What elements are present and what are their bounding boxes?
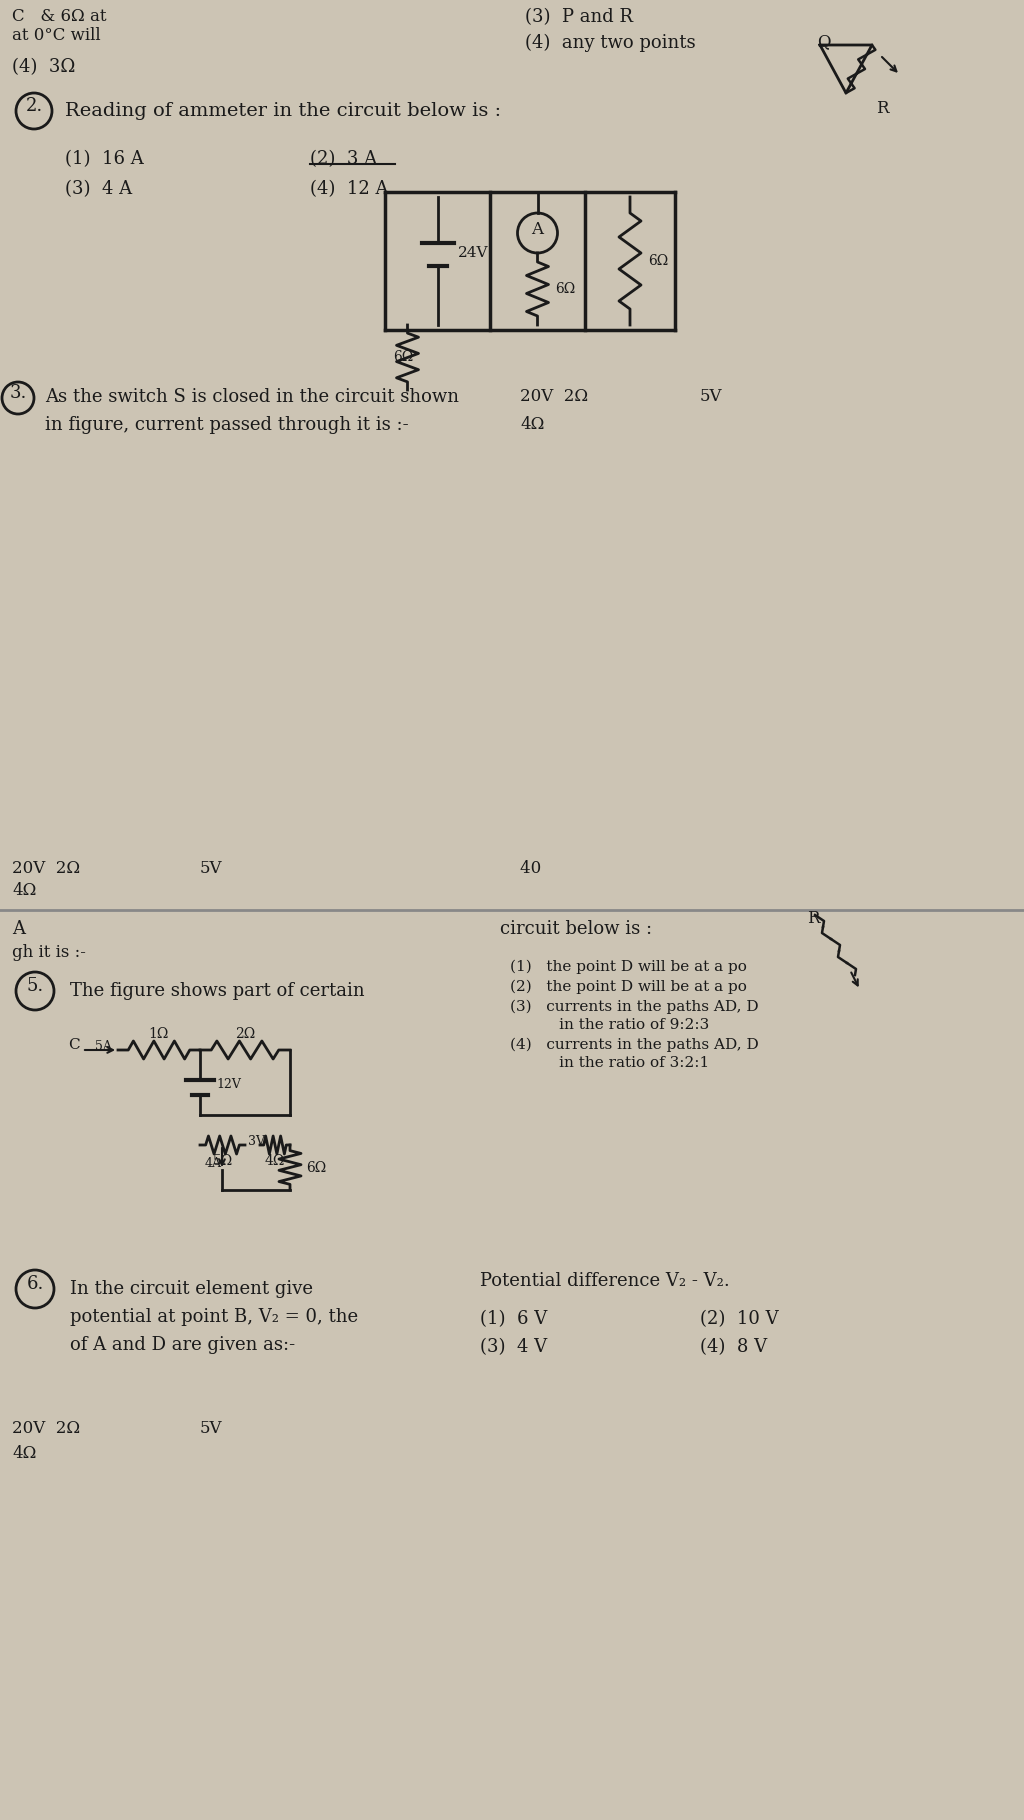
Text: (3)  4 A: (3) 4 A — [65, 180, 132, 198]
Text: 3.: 3. — [9, 384, 27, 402]
Text: gh it is :-: gh it is :- — [12, 945, 86, 961]
Text: C: C — [68, 1037, 80, 1052]
Text: 6Ω: 6Ω — [306, 1161, 327, 1174]
Text: 4Ω: 4Ω — [12, 1445, 37, 1461]
Text: 5A: 5A — [95, 1039, 112, 1054]
Text: Reading of ammeter in the circuit below is :: Reading of ammeter in the circuit below … — [65, 102, 501, 120]
Text: (4)   currents in the paths AD, D: (4) currents in the paths AD, D — [510, 1037, 759, 1052]
Text: 2.: 2. — [26, 96, 43, 115]
Text: (2)  3 A: (2) 3 A — [310, 149, 377, 167]
Text: A: A — [12, 919, 25, 937]
Text: Potential difference V₂ - V₂.: Potential difference V₂ - V₂. — [480, 1272, 730, 1290]
Text: circuit below is :: circuit below is : — [500, 919, 652, 937]
Text: (1)  16 A: (1) 16 A — [65, 149, 143, 167]
Text: (1)  6 V: (1) 6 V — [480, 1310, 547, 1329]
Text: 5Ω: 5Ω — [212, 1154, 232, 1168]
Text: 2Ω: 2Ω — [234, 1026, 255, 1041]
Text: (3)  P and R: (3) P and R — [525, 7, 633, 25]
Text: 5V: 5V — [200, 861, 222, 877]
Text: A: A — [531, 220, 544, 237]
Text: 4Ω: 4Ω — [12, 883, 37, 899]
Text: at 0°C will: at 0°C will — [12, 27, 100, 44]
Text: (4)  any two points: (4) any two points — [525, 35, 695, 53]
Text: 6Ω: 6Ω — [555, 282, 575, 297]
Text: (4)  8 V: (4) 8 V — [700, 1338, 767, 1356]
Text: 12V: 12V — [216, 1079, 241, 1092]
Text: The figure shows part of certain: The figure shows part of certain — [70, 983, 365, 999]
Text: in the ratio of 9:2:3: in the ratio of 9:2:3 — [525, 1017, 710, 1032]
Text: 5V: 5V — [200, 1420, 222, 1438]
Text: 6.: 6. — [27, 1276, 44, 1292]
Text: (4)  12 A: (4) 12 A — [310, 180, 388, 198]
Text: of A and D are given as:-: of A and D are given as:- — [70, 1336, 295, 1354]
Text: 3V: 3V — [248, 1136, 265, 1148]
Text: R: R — [876, 100, 889, 116]
Text: 40: 40 — [520, 861, 552, 877]
Text: As the switch S is closed in the circuit shown: As the switch S is closed in the circuit… — [45, 388, 459, 406]
Text: 20V  2Ω: 20V 2Ω — [12, 1420, 80, 1438]
Text: 4A: 4A — [205, 1158, 222, 1170]
Text: Q: Q — [817, 33, 830, 49]
Text: in figure, current passed through it is :-: in figure, current passed through it is … — [45, 417, 409, 433]
Text: (2)   the point D will be at a po: (2) the point D will be at a po — [510, 979, 746, 994]
Text: (4)  3Ω: (4) 3Ω — [12, 58, 76, 76]
Text: in the ratio of 3:2:1: in the ratio of 3:2:1 — [525, 1056, 710, 1070]
Text: 4Ω: 4Ω — [520, 417, 545, 433]
Text: 5.: 5. — [27, 977, 44, 996]
Text: potential at point B, V₂ = 0, the: potential at point B, V₂ = 0, the — [70, 1309, 358, 1327]
Text: 6Ω: 6Ω — [393, 349, 414, 364]
Text: 4Ω: 4Ω — [265, 1154, 286, 1168]
Text: In the circuit element give: In the circuit element give — [70, 1279, 313, 1298]
Text: 24V: 24V — [458, 246, 488, 260]
Text: 20V  2Ω: 20V 2Ω — [12, 861, 80, 877]
Text: 6Ω: 6Ω — [648, 255, 669, 268]
Text: 20V  2Ω: 20V 2Ω — [520, 388, 588, 406]
Text: (3)  4 V: (3) 4 V — [480, 1338, 547, 1356]
Text: (2)  10 V: (2) 10 V — [700, 1310, 778, 1329]
Text: (1)   the point D will be at a po: (1) the point D will be at a po — [510, 959, 746, 974]
Text: (3)   currents in the paths AD, D: (3) currents in the paths AD, D — [510, 999, 759, 1014]
Circle shape — [517, 213, 557, 253]
Text: 5V: 5V — [700, 388, 723, 406]
Text: 1Ω: 1Ω — [148, 1026, 169, 1041]
Text: C   & 6Ω at: C & 6Ω at — [12, 7, 106, 25]
Text: R: R — [807, 910, 819, 926]
